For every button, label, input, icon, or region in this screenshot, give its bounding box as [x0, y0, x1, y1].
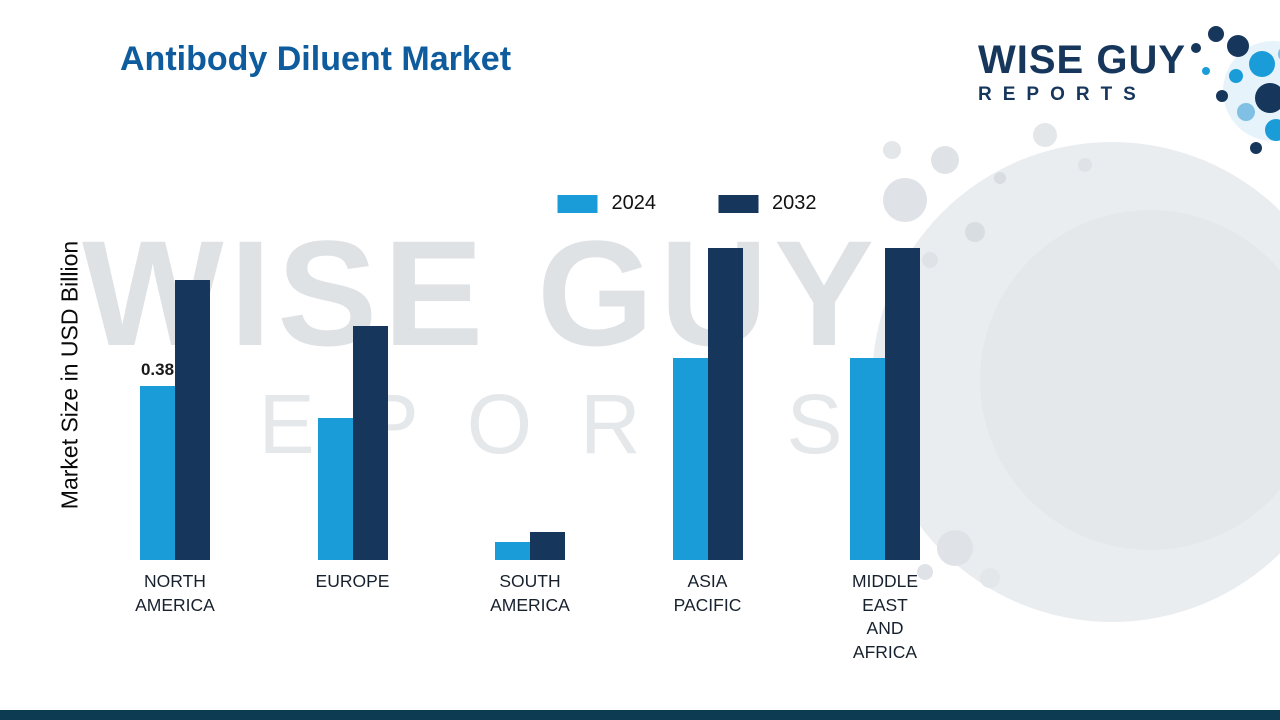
legend-swatch-2024	[557, 194, 598, 213]
bar-2024	[140, 386, 175, 560]
bar-column-2032	[530, 230, 565, 560]
bar-column-2024	[672, 230, 708, 560]
y-axis-label: Market Size in USD Billion	[56, 240, 83, 510]
value-label: 0.38	[140, 360, 175, 379]
bar-group: 0.38	[115, 230, 235, 560]
bar-column-2032	[352, 230, 388, 560]
category-label: NORTH AMERICA	[135, 571, 215, 615]
page-title: Antibody Diluent Market	[120, 40, 512, 78]
bar-2032	[707, 248, 743, 560]
category-label: EUROPE	[315, 571, 390, 591]
bar-group	[648, 230, 768, 560]
bar-column-2024: 0.38	[140, 230, 175, 560]
legend-item-2024: 2024	[557, 192, 657, 215]
bar-group	[470, 230, 590, 560]
bar-2024	[850, 358, 885, 560]
category-labels: NORTH AMERICA EUROPE SOUTH AMERICA ASIA PAC…	[115, 570, 945, 665]
logo-reports-text: REPORTS	[978, 84, 1147, 105]
bar-2024	[672, 358, 708, 560]
category-label: SOUTH AMERICA	[490, 571, 570, 615]
logo-brand-text: WISE GUY	[978, 38, 1187, 82]
logo-face-dots-icon	[1191, 26, 1280, 154]
plot-area: 0.38	[115, 230, 945, 560]
legend-label-2032: 2032	[772, 192, 817, 214]
bar-column-2024	[495, 230, 530, 560]
legend-label-2024: 2024	[611, 192, 657, 214]
bar-2032	[175, 280, 210, 560]
category-label: MIDDLE EAST AND AFRICA	[851, 571, 919, 662]
bar-column-2032	[707, 230, 743, 560]
bar-2032	[530, 532, 565, 560]
bar-2032	[885, 248, 920, 560]
bar-group	[825, 230, 945, 560]
wise-guy-reports-logo: WISE GUY REPORTS	[978, 26, 1280, 154]
bar-column-2024	[850, 230, 885, 560]
bar-column-2032	[175, 230, 210, 560]
category-label: ASIA PACIFIC	[673, 571, 742, 615]
bar-2024	[495, 542, 530, 560]
bar-column-2024	[317, 230, 353, 560]
legend: 2024 2032	[557, 192, 817, 215]
bar-2024	[317, 418, 353, 560]
legend-swatch-2032	[718, 194, 758, 213]
bottom-accent-bar	[0, 710, 1280, 720]
legend-item-2032: 2032	[718, 192, 817, 215]
bar-column-2032	[885, 230, 920, 560]
bar-2032	[352, 326, 388, 560]
bar-group	[293, 230, 413, 560]
